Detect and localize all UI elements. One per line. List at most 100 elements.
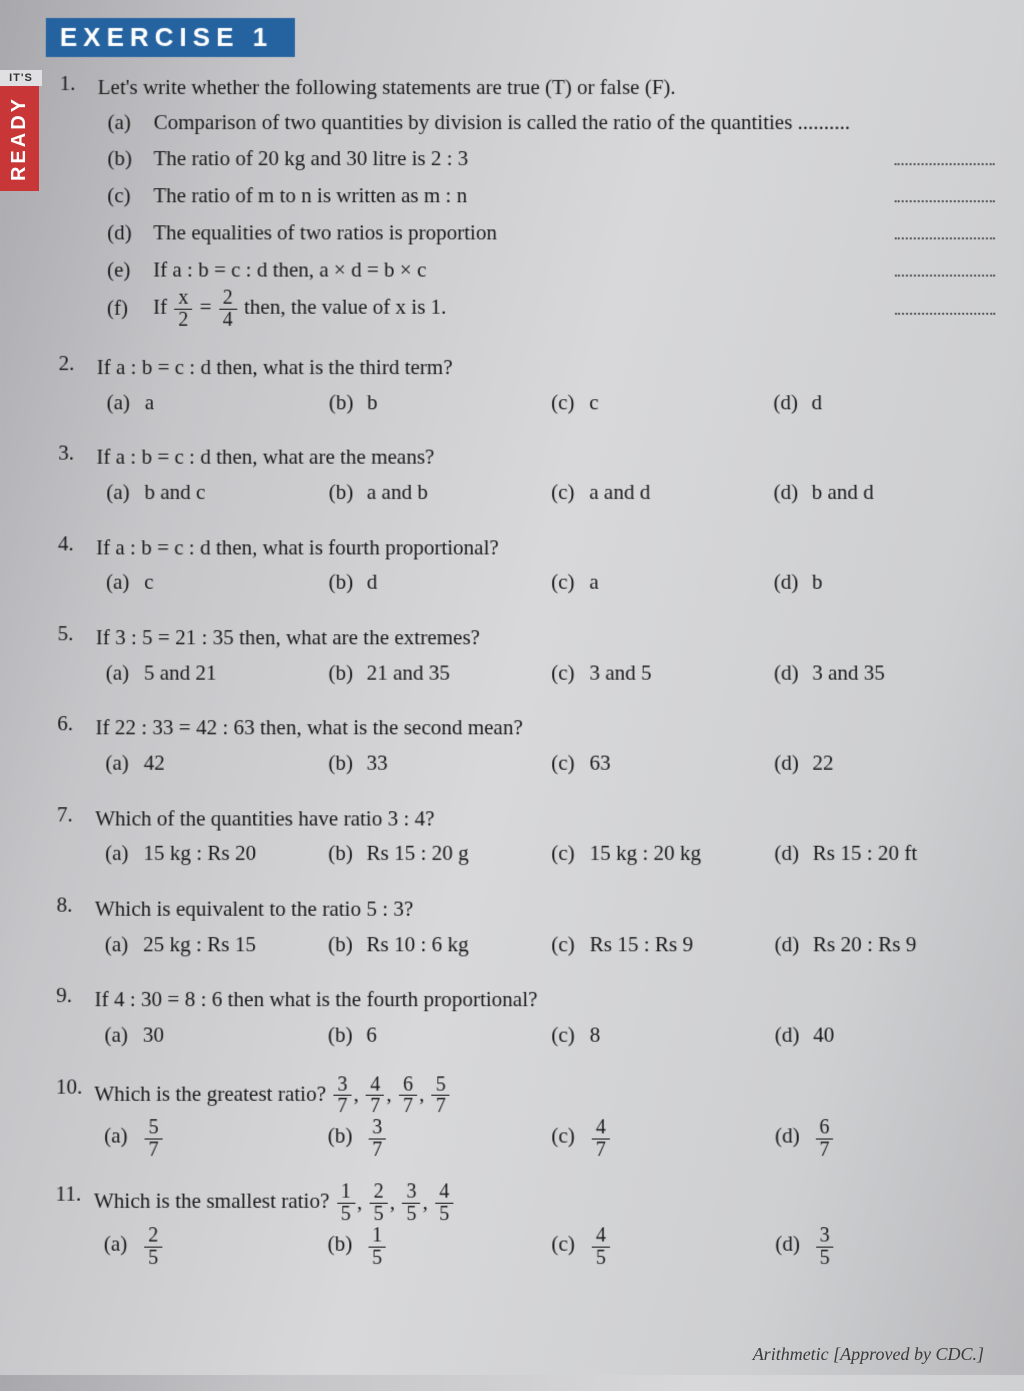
frac-num: 1 [337, 1182, 355, 1204]
option[interactable]: (d)b and d [774, 474, 997, 511]
option[interactable]: (a)57 [104, 1118, 328, 1162]
option[interactable]: (c)47 [551, 1118, 775, 1162]
option[interactable]: (c)15 kg : 20 kg [551, 835, 774, 872]
frac-num: 3 [333, 1074, 351, 1096]
separator: , [354, 1081, 365, 1105]
option-label: (b) [328, 1118, 356, 1162]
option[interactable]: (c)8 [551, 1016, 774, 1053]
question-11: 11. Which is the smallest ratio? 15, 25,… [55, 1182, 999, 1270]
option[interactable]: (a) 15 kg : Rs 20 [105, 835, 328, 872]
q-options: (a)c(b)d(c)a(d)b [106, 564, 996, 601]
option[interactable]: (a)42 [105, 744, 328, 781]
q-number: 9. [56, 983, 84, 1008]
option-text: Rs 15 : 20 g [366, 835, 468, 872]
q10-options: (a)57(b) 37 (c)47(d)67 [104, 1118, 999, 1162]
q-text: Which of the quantities have ratio 3 : 4… [95, 802, 997, 835]
option[interactable]: (c)c [551, 384, 773, 421]
option[interactable]: (a)25 kg : Rs 15 [105, 925, 328, 962]
option[interactable]: (b)a and b [329, 474, 551, 511]
q-number: 8. [57, 892, 85, 917]
option[interactable]: (d)Rs 15 : 20 ft [774, 835, 997, 872]
answer-blank[interactable] [894, 151, 994, 165]
question-5: 5.If 3 : 5 = 21 : 35 then, what are the … [57, 621, 996, 691]
answer-blank[interactable] [895, 225, 995, 239]
option[interactable]: (a)5 and 21 [106, 654, 329, 691]
frac-den: 7 [333, 1096, 351, 1117]
option[interactable]: (d)b [774, 564, 997, 601]
option[interactable]: (c)63 [551, 744, 774, 781]
frac-num: 4 [366, 1074, 384, 1096]
frac-num: 2 [144, 1225, 162, 1247]
answer-blank[interactable] [895, 300, 995, 314]
fraction: 37 [368, 1118, 386, 1162]
question-9: 9.If 4 : 30 = 8 : 6 then what is the fou… [56, 983, 998, 1053]
frac-den: 7 [144, 1140, 162, 1161]
option[interactable]: (a)b and c [106, 474, 329, 511]
q-number: 5. [58, 621, 86, 646]
option[interactable]: (b)d [329, 564, 552, 601]
option[interactable]: (d)Rs 20 : Rs 9 [775, 925, 998, 962]
frac-num: 4 [435, 1182, 453, 1204]
q-options: (a)b and c(b)a and b(c)a and d(d)b and d [106, 474, 996, 511]
option[interactable]: (b)Rs 15 : 20 g [328, 835, 551, 872]
option[interactable]: (c)Rs 15 : Rs 9 [551, 925, 774, 962]
answer-blank[interactable] [895, 188, 995, 202]
q11-text: Which is the smallest ratio? 15, 25, 35,… [94, 1182, 999, 1226]
fraction: 45 [435, 1182, 453, 1226]
option[interactable]: (b)b [329, 384, 551, 421]
option[interactable]: (d)40 [775, 1016, 999, 1053]
option[interactable]: (b) 37 [328, 1118, 552, 1162]
option[interactable]: (c)a [551, 564, 774, 601]
option-label: (a) [104, 1016, 132, 1053]
frac-den: 7 [399, 1096, 417, 1117]
option[interactable]: (a)25 [104, 1225, 328, 1269]
option[interactable]: (d)22 [774, 744, 997, 781]
option-label: (d) [775, 1016, 803, 1053]
q1-sublist: (a) Comparison of two quantities by divi… [107, 104, 995, 331]
option[interactable]: (b)21 and 35 [328, 654, 551, 691]
option[interactable]: (d)67 [775, 1118, 999, 1162]
option[interactable]: (b)Rs 10 : 6 kg [328, 925, 551, 962]
q-options: (a)25 kg : Rs 15(b)Rs 10 : 6 kg(c)Rs 15 … [105, 925, 998, 962]
q-options: (a)42(b)33(c)63(d)22 [105, 744, 997, 781]
option-label: (a) [105, 835, 133, 872]
q-text: Which is equivalent to the ratio 5 : 3? [95, 892, 998, 925]
option-text: a and b [367, 474, 428, 511]
sub-text: The ratio of 20 kg and 30 litre is 2 : 3 [153, 140, 868, 177]
option[interactable]: (c)a and d [551, 474, 773, 511]
option-label: (d) [775, 1118, 803, 1162]
frac-num: 6 [399, 1074, 417, 1096]
option[interactable]: (d)d [773, 384, 995, 421]
question-2: 2.If a : b = c : d then, what is the thi… [58, 351, 995, 421]
option[interactable]: (b)15 [328, 1225, 552, 1269]
sub-text: The ratio of m to n is written as m : n [153, 177, 868, 214]
option-text: a and d [589, 474, 650, 511]
option[interactable]: (d)3 and 35 [774, 654, 997, 691]
frac-den: 7 [366, 1096, 384, 1117]
option-label: (c) [551, 654, 579, 691]
option[interactable]: (b)6 [328, 1016, 551, 1053]
fraction: 2 4 [219, 288, 237, 331]
frac-den: 5 [402, 1204, 420, 1225]
fraction: 47 [366, 1074, 384, 1118]
option-text: Rs 20 : Rs 9 [813, 925, 917, 962]
option[interactable]: (d)35 [775, 1225, 999, 1269]
option[interactable]: (c)3 and 5 [551, 654, 774, 691]
option[interactable]: (a)30 [104, 1016, 328, 1053]
question-8: 8. Which is equivalent to the ratio 5 : 3… [56, 892, 998, 962]
option-text: a [589, 564, 598, 601]
q-text: If a : b = c : d then, what is the third… [97, 351, 996, 384]
sub-label: (a) [108, 104, 140, 141]
option[interactable]: (a)a [107, 384, 329, 421]
q11-options: (a)25(b)15(c)45(d)35 [104, 1225, 999, 1269]
option-text: 15 kg : Rs 20 [143, 835, 256, 872]
frac-den: 5 [435, 1204, 453, 1225]
option-label: (b) [328, 925, 356, 962]
answer-blank[interactable] [895, 262, 995, 276]
option[interactable]: (c)45 [551, 1225, 775, 1269]
q10-text-before: Which is the greatest ratio? [94, 1081, 331, 1105]
sub-text: If a : b = c : d then, a × d = b × c [153, 251, 869, 288]
page-content: EXERCISE 1 1. Let's write whether the fo… [0, 0, 1024, 1391]
option[interactable]: (a)c [106, 564, 329, 601]
option[interactable]: (b)33 [328, 744, 551, 781]
